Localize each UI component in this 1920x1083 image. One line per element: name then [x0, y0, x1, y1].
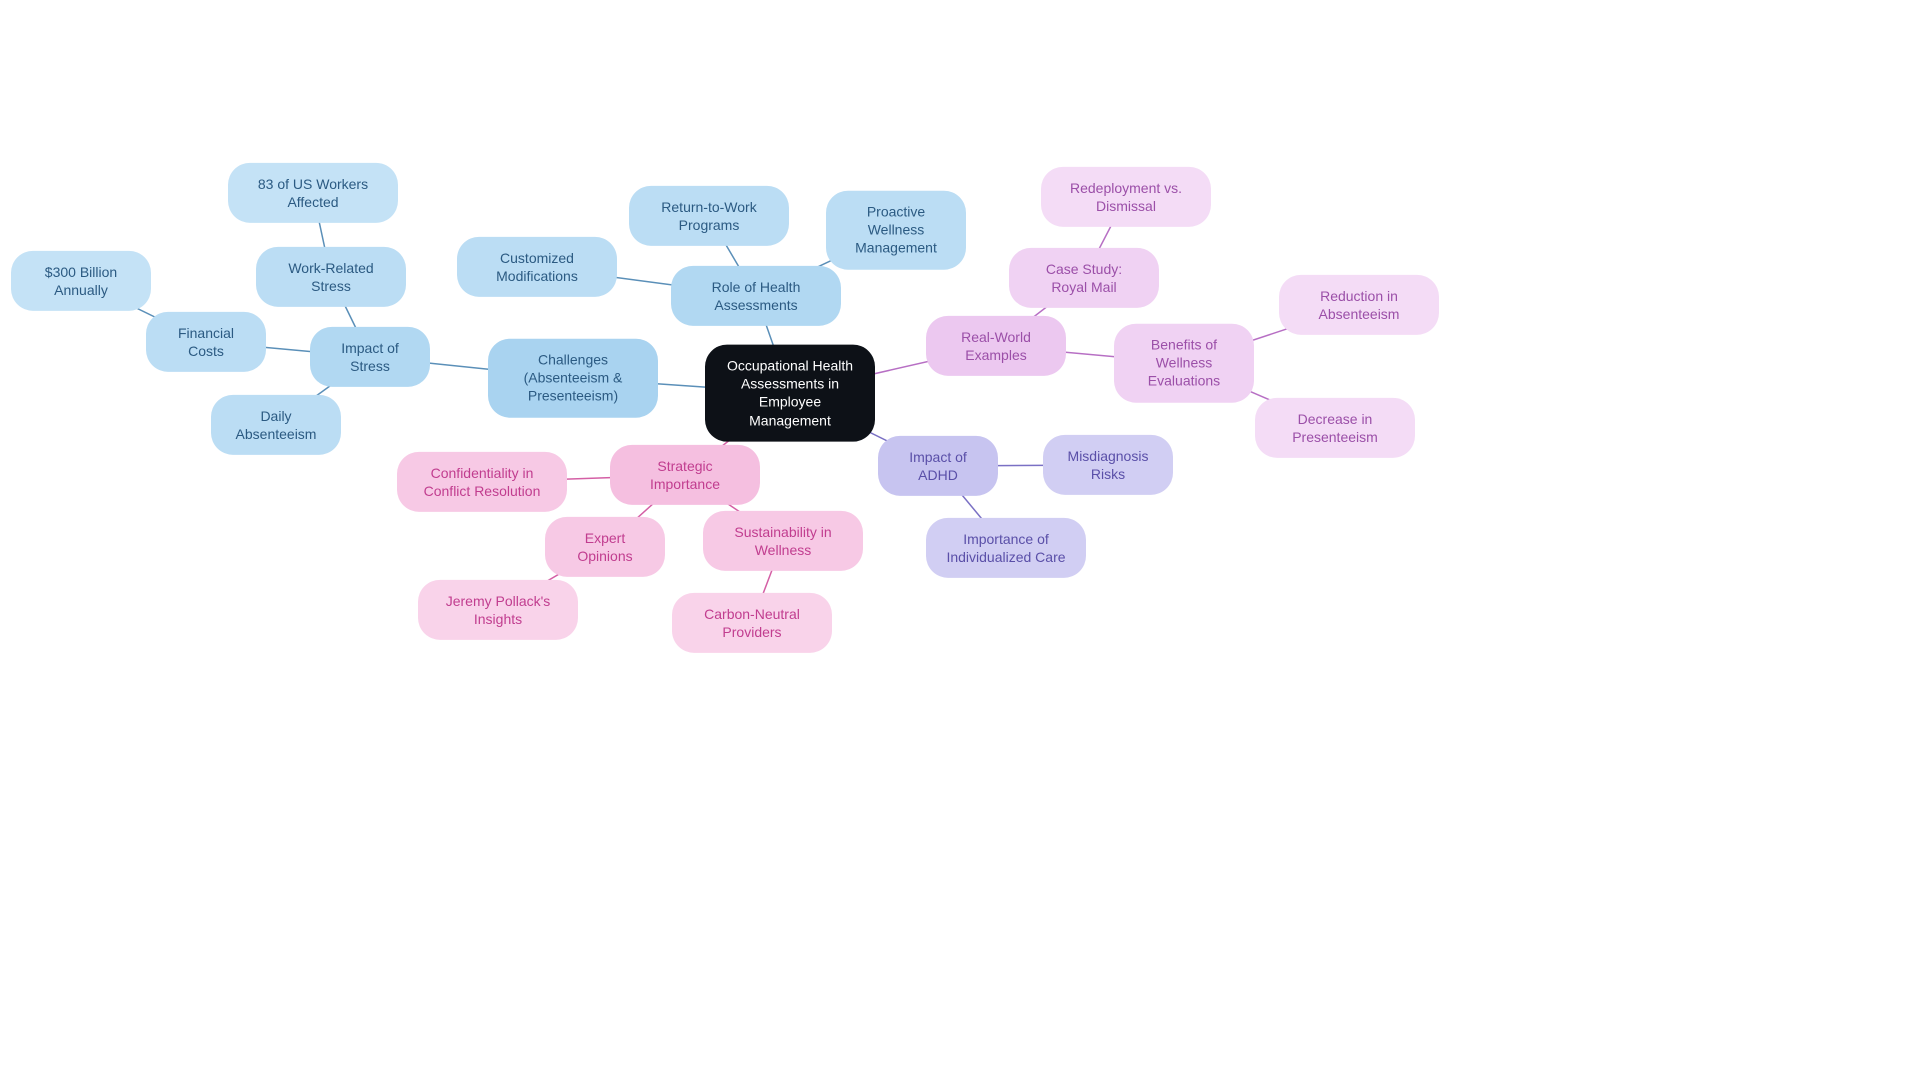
mindmap-node-sustain: Sustainability in Wellness: [703, 511, 863, 571]
mindmap-node-custom-mod: Customized Modifications: [457, 237, 617, 297]
mindmap-node-decrease-pres: Decrease in Presenteeism: [1255, 398, 1415, 458]
mindmap-node-jeremy: Jeremy Pollack's Insights: [418, 580, 578, 640]
mindmap-node-carbon: Carbon-Neutral Providers: [672, 593, 832, 653]
mindmap-node-real-world: Real-World Examples: [926, 316, 1066, 376]
mindmap-node-royal-mail: Case Study: Royal Mail: [1009, 248, 1159, 308]
mindmap-node-impact-stress: Impact of Stress: [310, 327, 430, 387]
mindmap-node-redeploy: Redeployment vs. Dismissal: [1041, 167, 1211, 227]
mindmap-node-impact-adhd: Impact of ADHD: [878, 436, 998, 496]
mindmap-node-misdiag: Misdiagnosis Risks: [1043, 435, 1173, 495]
mindmap-node-confidentiality: Confidentiality in Conflict Resolution: [397, 452, 567, 512]
mindmap-node-challenges: Challenges (Absenteeism & Presenteeism): [488, 339, 658, 418]
mindmap-node-expert: Expert Opinions: [545, 517, 665, 577]
mindmap-node-benefits: Benefits of Wellness Evaluations: [1114, 324, 1254, 403]
mindmap-node-daily-abs: Daily Absenteeism: [211, 395, 341, 455]
mindmap-node-indiv-care: Importance of Individualized Care: [926, 518, 1086, 578]
mindmap-node-strategic: Strategic Importance: [610, 445, 760, 505]
mindmap-node-role-health: Role of Health Assessments: [671, 266, 841, 326]
mindmap-node-us-workers: 83 of US Workers Affected: [228, 163, 398, 223]
mindmap-node-proactive: Proactive Wellness Management: [826, 191, 966, 270]
mindmap-node-return-work: Return-to-Work Programs: [629, 186, 789, 246]
mindmap-node-financial: Financial Costs: [146, 312, 266, 372]
mindmap-node-billion: $300 Billion Annually: [11, 251, 151, 311]
mindmap-node-work-stress: Work-Related Stress: [256, 247, 406, 307]
mindmap-node-reduction-abs: Reduction in Absenteeism: [1279, 275, 1439, 335]
mindmap-node-root: Occupational Health Assessments in Emplo…: [705, 345, 875, 442]
